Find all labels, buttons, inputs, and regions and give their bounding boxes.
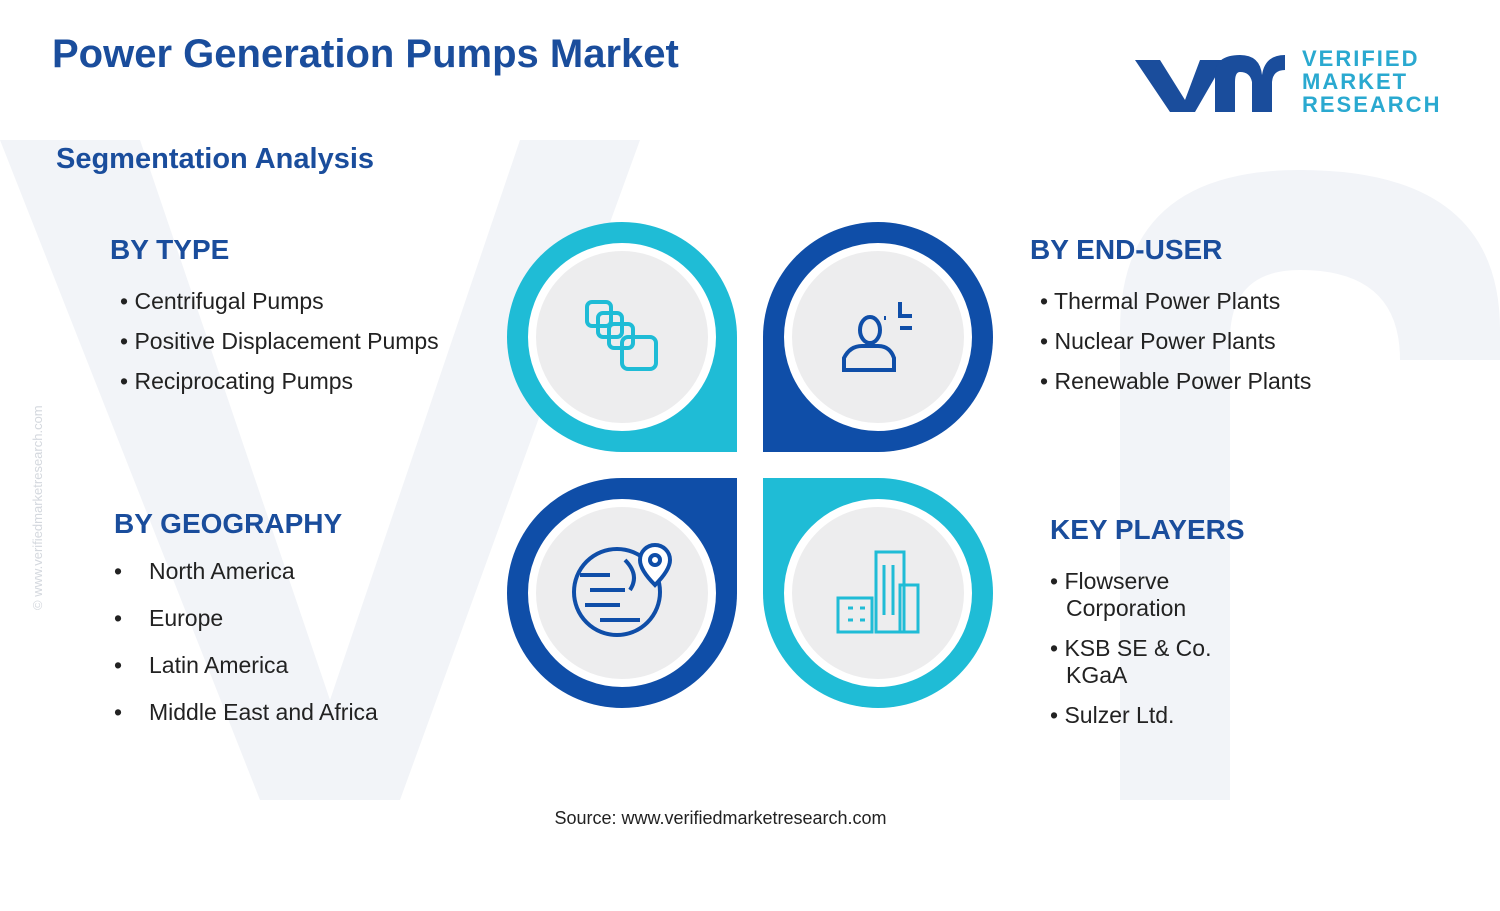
icon-buildings — [836, 550, 920, 634]
segment-item: Sulzer Ltd. — [1050, 702, 1250, 729]
segment-heading: BY TYPE — [110, 234, 230, 265]
segment-item: Centrifugal Pumps — [120, 288, 439, 315]
source: Source: www.verifiedmarketresearch.com — [554, 808, 887, 828]
segment-list: Centrifugal Pumps Positive Displacement P… — [120, 288, 439, 408]
subtitle: Segmentation Analysis — [56, 143, 375, 175]
segment-heading: KEY PLAYERS — [1050, 514, 1245, 545]
segment-item: North America — [114, 558, 378, 585]
logo-m — [1215, 55, 1285, 112]
title: Power Generation Pumps Market — [52, 32, 679, 76]
watermark: © www.verifiedmarketresearch.com — [30, 405, 45, 610]
logo-text: VERIFIED MARKET RESEARCH — [1302, 47, 1441, 116]
segment-list: Thermal Power Plants Nuclear Power Plants… — [1040, 288, 1311, 408]
segment-item: KSB SE & Co. KGaA — [1050, 635, 1250, 689]
segment-list: Flowserve Corporation KSB SE & Co. KGaA Su… — [1050, 568, 1250, 742]
segment-item: Middle East and Africa — [114, 699, 378, 726]
logo-v — [1135, 60, 1225, 112]
icon-user — [842, 302, 912, 372]
logo-line: VERIFIED — [1302, 46, 1420, 71]
segment-item: Renewable Power Plants — [1040, 368, 1311, 395]
segment-item: Positive Displacement Pumps — [120, 328, 438, 355]
segment-item: Reciprocating Pumps — [120, 368, 439, 395]
icon-globe — [572, 543, 673, 637]
icon-layers — [585, 300, 658, 371]
segment-heading: BY GEOGRAPHY — [114, 508, 343, 539]
segment-item: Latin America — [114, 652, 378, 679]
inner-circles — [528, 243, 972, 687]
segment-item: Nuclear Power Plants — [1040, 328, 1311, 355]
segment-list: North America Europe Latin America Middle E… — [114, 558, 378, 746]
segment-item: Flowserve Corporation — [1050, 568, 1250, 622]
segment-item: Europe — [114, 605, 378, 632]
segment-item: Thermal Power Plants — [1040, 288, 1311, 315]
logo-line: RESEARCH — [1302, 92, 1442, 117]
logo-line: MARKET — [1302, 69, 1409, 94]
segment-heading: BY END-USER — [1030, 234, 1223, 265]
